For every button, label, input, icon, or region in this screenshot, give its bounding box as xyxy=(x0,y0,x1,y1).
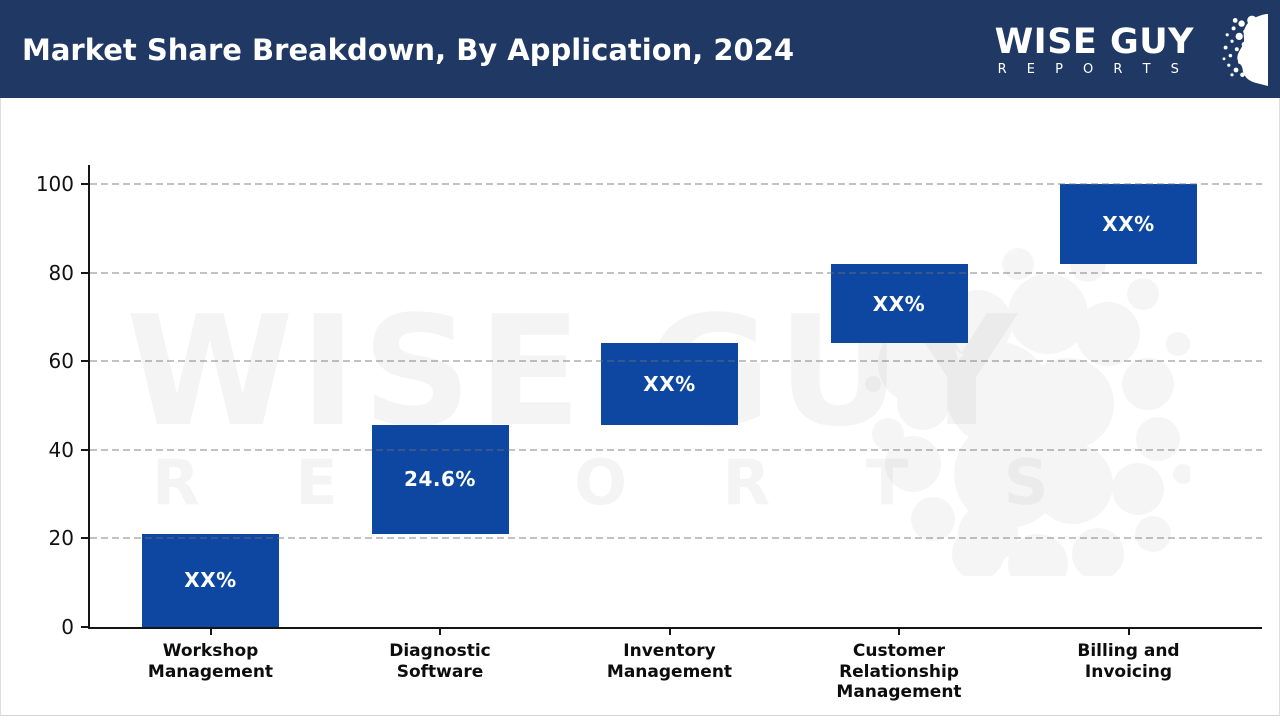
y-axis-line xyxy=(88,165,90,629)
watermark-face-icon xyxy=(865,246,1190,576)
x-category-label: Diagnostic Software xyxy=(330,641,550,682)
page-title: Market Share Breakdown, By Application, … xyxy=(22,33,795,67)
x-category-label-line: Relationship xyxy=(839,661,959,682)
y-tick-label: 20 xyxy=(48,526,74,551)
logo-wordmark: WISE GUY xyxy=(994,21,1194,62)
y-tick-mark xyxy=(81,360,90,363)
chart-canvas: WISE GUY R E P O R T S XX%24.6%XX%XX%XX%… xyxy=(0,98,1280,720)
bar: 24.6% xyxy=(371,424,509,534)
gridline xyxy=(90,183,1262,185)
bar: XX% xyxy=(142,533,279,627)
wiseguy-logo: WISE GUY R E P O R T S xyxy=(995,6,1268,94)
x-category-label-line: Management xyxy=(836,682,962,703)
x-category-label-line: Management xyxy=(606,661,733,682)
x-category-label-line: Billing and xyxy=(1077,641,1180,661)
x-category-label: Billing and Invoicing xyxy=(1019,641,1239,682)
left-edge-divider xyxy=(0,98,1,716)
y-tick-label: 0 xyxy=(61,615,74,639)
x-axis-line xyxy=(88,627,1262,629)
x-tick-mark xyxy=(898,627,900,635)
bar-value-label: 24.6% xyxy=(404,467,476,492)
bar-value-label: XX% xyxy=(1102,211,1155,236)
x-category-label-line: Diagnostic xyxy=(389,641,491,661)
y-tick-mark xyxy=(81,448,90,451)
x-category-label-line: Management xyxy=(147,661,274,682)
plot-area: XX% 24.6% XX% XX% XX% 0 20 40 60 80 100 Workshop Man… xyxy=(0,98,1280,720)
y-tick-mark xyxy=(81,537,90,540)
x-category-label: Workshop Management xyxy=(101,641,321,682)
bar-value-label: XX% xyxy=(643,372,696,397)
x-category-label-line: Inventory xyxy=(623,641,716,661)
x-category-label-line: Invoicing xyxy=(1084,661,1173,682)
x-tick-mark xyxy=(209,627,212,635)
wiseguy-face-icon xyxy=(1222,14,1268,86)
x-category-label-line: Customer xyxy=(852,641,946,661)
gridline xyxy=(90,360,1262,363)
gridline xyxy=(90,448,1262,451)
y-tick-mark xyxy=(81,271,90,274)
bar: XX% xyxy=(601,343,738,425)
bar-value-label: XX% xyxy=(184,568,237,593)
gridline xyxy=(90,271,1262,274)
x-category-label: Customer Relationship Management xyxy=(789,641,1009,703)
x-category-label-line: Workshop xyxy=(162,641,259,661)
x-tick-mark xyxy=(668,627,671,635)
gridline xyxy=(90,537,1262,540)
y-tick-label: 60 xyxy=(48,349,74,374)
bottom-edge-divider xyxy=(0,715,1280,716)
logo-subtitle: R E P O R T S xyxy=(997,61,1187,77)
bar: XX% xyxy=(830,263,968,344)
x-category-label: Inventory Management xyxy=(560,641,780,682)
y-tick-mark xyxy=(81,626,90,628)
y-tick-mark xyxy=(81,183,90,185)
x-tick-mark xyxy=(1127,627,1130,635)
wiseguy-logo-text: WISE GUY R E P O R T S xyxy=(994,21,1194,77)
y-tick-label: 100 xyxy=(35,172,74,196)
x-tick-mark xyxy=(439,627,441,635)
bar: XX% xyxy=(1060,184,1197,264)
bar-value-label: XX% xyxy=(872,291,926,316)
header-bar: Market Share Breakdown, By Application, … xyxy=(0,0,1280,98)
x-category-label-line: Software xyxy=(396,661,484,682)
y-tick-label: 40 xyxy=(48,437,74,462)
y-tick-label: 80 xyxy=(48,260,74,285)
